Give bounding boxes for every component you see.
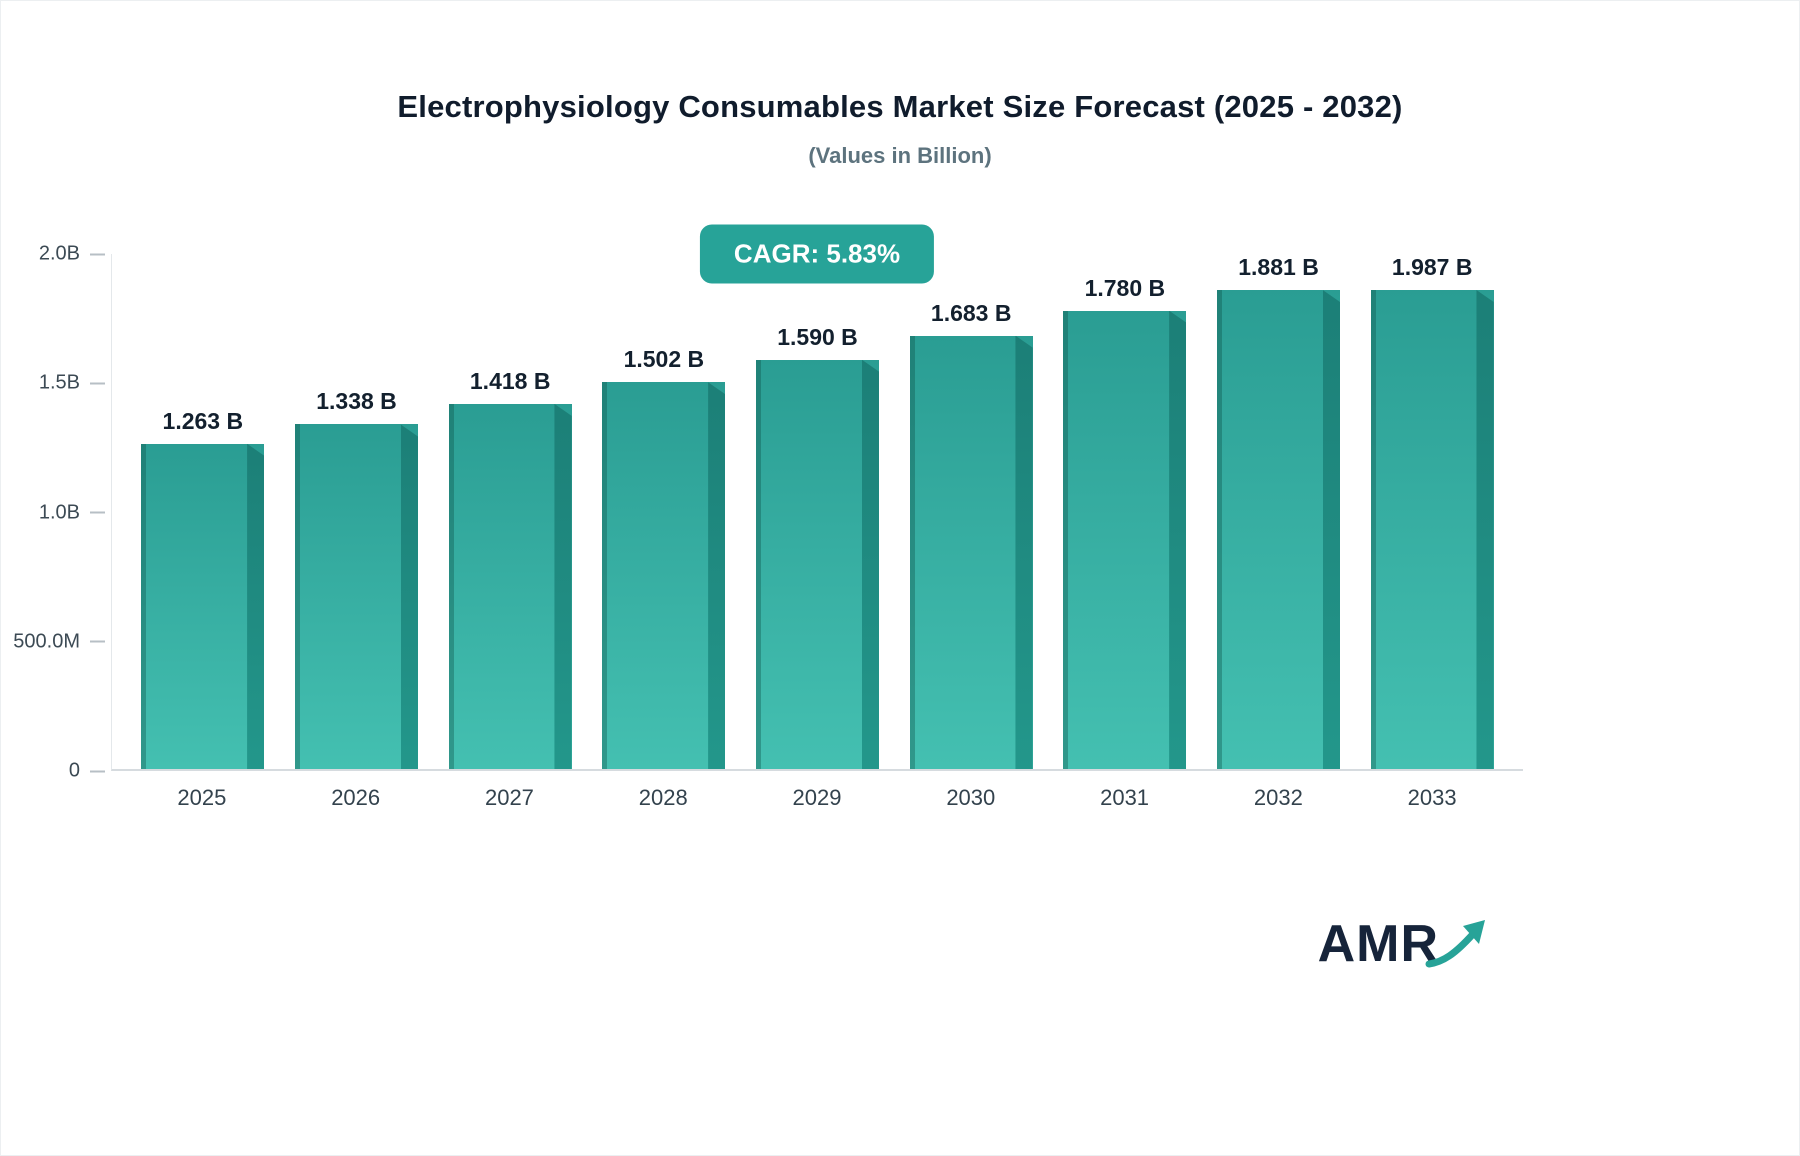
chart-title: Electrophysiology Consumables Market Siz… — [397, 89, 1403, 124]
bar-column: 1.338 B — [280, 254, 434, 769]
bar-value-label: 1.987 B — [1391, 254, 1473, 280]
bar-2029[interactable] — [756, 359, 879, 770]
x-axis-label: 2029 — [792, 785, 842, 810]
bar-value-label: 1.263 B — [162, 407, 244, 434]
bar-column: 1.590 B — [741, 254, 895, 770]
y-tick-label: 1.5B — [38, 371, 80, 394]
y-tick-mark — [90, 770, 105, 772]
chart-subtitle: (Values in Billion) — [808, 143, 992, 168]
brand-logo-text: AMR — [1317, 914, 1439, 973]
y-tick-mark — [90, 511, 105, 514]
y-tick: 0 — [69, 760, 105, 783]
y-axis: 2.0B 1.5B 1.0B 500.0M 0 — [11, 243, 111, 782]
bar-2027[interactable] — [448, 403, 572, 770]
growth-arrow-icon — [1425, 918, 1489, 975]
x-axis-label: 2026 — [331, 785, 381, 810]
brand-logo: AMR — [1318, 912, 1489, 975]
bar-2031[interactable] — [1063, 310, 1187, 770]
x-axis-label: 2033 — [1407, 785, 1457, 810]
plot-area: 1.263 B 1.338 B 1.418 B 1.502 B 1.590 B 1.683… — [111, 254, 1523, 771]
bar-column: 1.987 B — [1355, 254, 1509, 769]
y-tick: 1.5B — [39, 372, 105, 395]
y-tick-label: 0 — [68, 759, 80, 782]
bar-column: 1.418 B — [433, 254, 587, 770]
bar-value-label: 1.683 B — [930, 299, 1012, 326]
bar-column: 1.683 B — [894, 254, 1048, 770]
bar-column: 1.780 B — [1048, 254, 1202, 770]
x-axis-label: 2028 — [638, 785, 688, 810]
y-tick: 1.0B — [39, 501, 105, 524]
bar-value-label: 1.780 B — [1084, 274, 1166, 301]
bar-column: 1.263 B — [126, 254, 280, 770]
bar-2030[interactable] — [909, 335, 1033, 770]
x-axis-label: 2030 — [946, 785, 996, 810]
y-tick-mark — [90, 382, 105, 385]
x-axis-label: 2027 — [484, 785, 534, 810]
bar-value-label: 1.418 B — [469, 367, 551, 394]
bar-2028[interactable] — [602, 382, 726, 769]
bar-value-label: 1.502 B — [623, 346, 705, 373]
y-tick-label: 1.0B — [38, 501, 80, 523]
y-tick-label: 500.0M — [13, 630, 80, 653]
bars-row: 1.263 B 1.338 B 1.418 B 1.502 B 1.590 B 1.683… — [112, 254, 1523, 770]
y-tick-mark — [90, 253, 105, 255]
x-axis-label: 2032 — [1253, 785, 1303, 810]
y-tick: 2.0B — [39, 243, 105, 266]
bar-2025[interactable] — [141, 443, 265, 770]
bar-column: 1.881 B — [1202, 254, 1356, 769]
y-tick-label: 2.0B — [38, 242, 80, 265]
bar-value-label: 1.881 B — [1238, 254, 1319, 280]
bar-2033[interactable] — [1370, 290, 1494, 769]
x-labels-row: 2025 2026 2027 2028 2029 2030 2031 2032 2033 — [111, 785, 1523, 811]
bar-value-label: 1.338 B — [316, 388, 397, 415]
x-axis-label: 2025 — [177, 785, 227, 810]
bar-2032[interactable] — [1217, 290, 1340, 769]
bar-value-label: 1.590 B — [777, 323, 858, 350]
bar-column: 1.502 B — [587, 254, 741, 769]
y-tick: 500.0M — [13, 630, 105, 653]
y-tick-mark — [90, 640, 105, 643]
x-axis-label: 2031 — [1100, 785, 1150, 810]
bar-2026[interactable] — [295, 424, 418, 769]
cagr-badge: CAGR: 5.83% — [699, 224, 935, 284]
